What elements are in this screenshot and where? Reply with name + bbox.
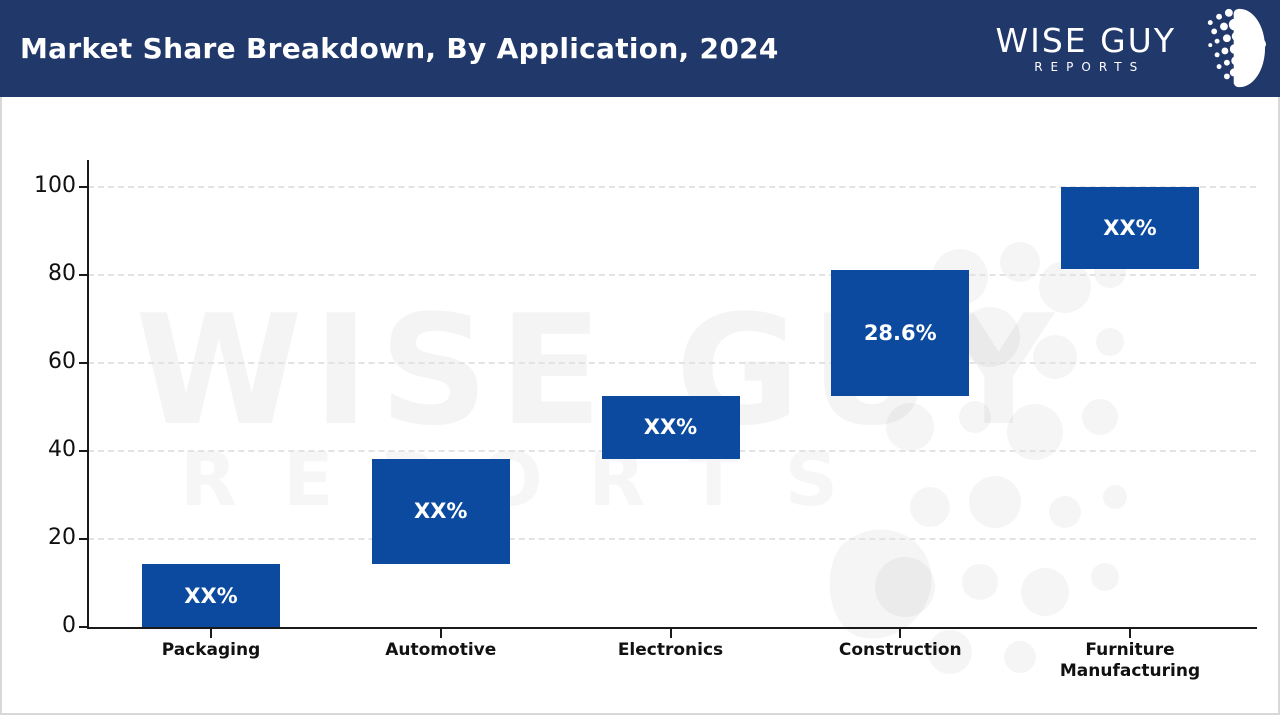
y-tick-mark <box>79 186 88 188</box>
y-tick-mark <box>79 626 88 628</box>
logo-primary-text: WISE GUY <box>995 21 1176 60</box>
x-axis-spine <box>87 627 1257 629</box>
category-label: Furniture Manufacturing <box>1059 640 1201 682</box>
bar-construction: 28.6% <box>831 270 970 396</box>
y-tick-mark <box>79 362 88 364</box>
page-title: Market Share Breakdown, By Application, … <box>20 32 779 65</box>
bar-value-label: XX% <box>184 583 238 608</box>
y-axis-spine <box>87 160 89 629</box>
y-tick-label: 80 <box>48 261 76 286</box>
category-label: Construction <box>838 640 962 660</box>
y-tick-mark <box>79 538 88 540</box>
y-tick-label: 20 <box>48 525 76 550</box>
x-tick-mark <box>899 629 902 638</box>
gridline <box>88 538 1256 540</box>
y-tick-mark <box>79 274 88 276</box>
logo-head-icon <box>1207 8 1266 87</box>
y-tick-label: 100 <box>34 173 76 198</box>
category-label: Packaging <box>161 640 261 660</box>
x-tick-mark <box>1129 629 1131 638</box>
header-bar: Market Share Breakdown, By Application, … <box>0 0 1280 97</box>
bar-furniture-manufacturing: XX% <box>1061 187 1199 269</box>
x-tick-mark <box>210 629 212 638</box>
chart-area: 0 20 40 60 80 100 XX% XX% XX% 28.6% XX% Packaging… <box>0 97 1280 720</box>
x-tick-mark <box>669 629 672 638</box>
logo-secondary-text: REPORTS <box>1034 60 1146 74</box>
logo-wordmark: WISE GUY REPORTS <box>995 24 1176 73</box>
y-tick-label: 40 <box>48 437 76 462</box>
y-tick-mark <box>79 450 88 452</box>
category-label: Automotive <box>385 640 497 660</box>
bar-value-label: XX% <box>643 415 698 440</box>
gridline <box>88 362 1256 364</box>
wise-guy-logo: WISE GUY REPORTS <box>995 5 1266 93</box>
y-tick-label: 60 <box>48 349 76 374</box>
bar-value-label: XX% <box>1103 215 1157 240</box>
bar-value-label: XX% <box>414 499 468 524</box>
gridline <box>88 186 1256 188</box>
chart-frame <box>0 97 1280 715</box>
bar-electronics: XX% <box>601 396 740 459</box>
x-tick-mark <box>439 629 442 638</box>
bar-packaging: XX% <box>142 564 280 627</box>
bar-value-label: 28.6% <box>863 321 937 346</box>
gridline <box>88 274 1256 276</box>
y-tick-label: 0 <box>62 613 76 638</box>
bar-automotive: XX% <box>371 458 510 565</box>
category-label: Electronics <box>617 640 724 660</box>
